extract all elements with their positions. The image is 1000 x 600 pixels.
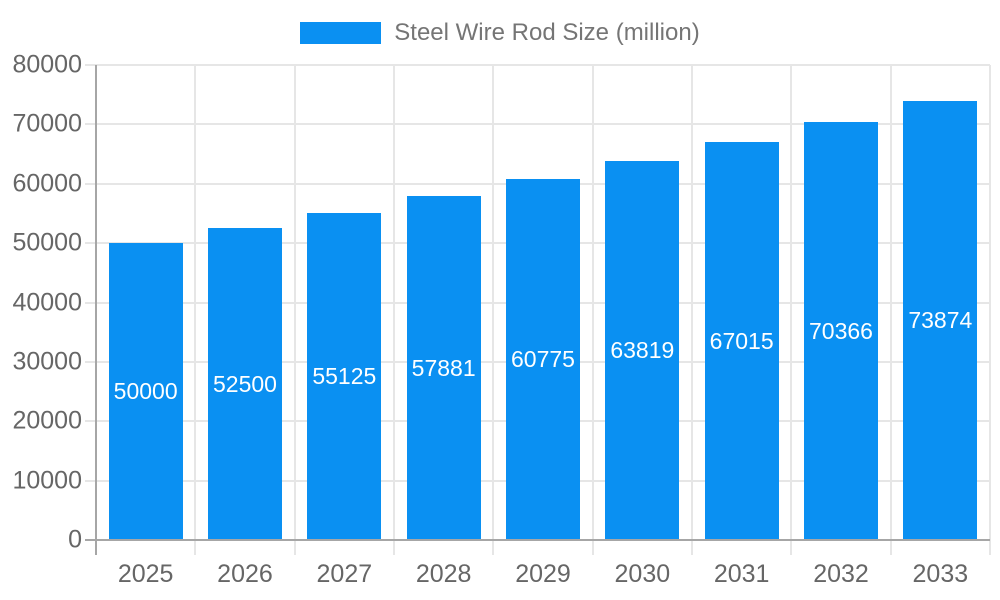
vertical-gridline (293, 65, 296, 555)
y-tick-label: 70000 (12, 109, 82, 138)
y-tick-label: 20000 (12, 406, 82, 435)
y-tick-label: 40000 (12, 288, 82, 316)
horizontal-gridline (85, 64, 990, 66)
bar-value-label: 55125 (312, 362, 377, 389)
bar-2026[interactable]: 52500 (207, 228, 282, 540)
x-tick-label: 2028 (415, 560, 472, 588)
y-axis-line (95, 65, 97, 555)
x-tick-label: 2026 (217, 560, 273, 588)
bar-2032[interactable]: 70366 (804, 122, 878, 540)
x-tick-label: 2029 (515, 560, 571, 588)
x-tick-label: 2025 (117, 560, 174, 588)
vertical-gridline (989, 65, 991, 555)
plot-area: 50000 52500 55125 57881 60775 63819 67015 70366… (85, 64, 991, 555)
bar-value-label: 50000 (113, 378, 178, 405)
bar-2031[interactable]: 67015 (704, 142, 779, 540)
legend: Steel Wire Rod Size (million) (0, 19, 1000, 46)
x-axis-labels: 2025 2026 2027 2028 2029 2030 2031 2032 2033 (96, 560, 990, 590)
vertical-gridline (690, 65, 693, 555)
bar-value-label: 73874 (908, 307, 973, 334)
x-tick-label: 2032 (813, 560, 869, 588)
vertical-gridline (392, 65, 395, 555)
y-tick-label: 50000 (12, 228, 82, 257)
vertical-gridline (790, 65, 793, 555)
vertical-gridline (889, 65, 892, 555)
bar-2027[interactable]: 55125 (307, 212, 382, 540)
x-axis-baseline (85, 539, 990, 541)
x-tick-label: 2031 (713, 560, 770, 588)
vertical-gridline (591, 65, 594, 555)
bar-2029[interactable]: 60775 (506, 179, 580, 540)
bar-2033[interactable]: 73874 (903, 101, 978, 540)
vertical-gridline (492, 65, 495, 555)
bar-2030[interactable]: 63819 (605, 161, 680, 540)
bar-value-label: 60775 (511, 346, 575, 373)
x-tick-label: 2030 (614, 560, 671, 588)
y-tick-label: 30000 (12, 347, 82, 376)
bar-value-label: 52500 (213, 370, 277, 397)
legend-label: Steel Wire Rod Size (million) (394, 19, 700, 46)
x-tick-label: 2027 (316, 560, 373, 588)
bar-value-label: 63819 (610, 337, 675, 364)
x-tick-label: 2033 (912, 560, 969, 588)
legend-swatch-icon (300, 22, 382, 44)
horizontal-gridline (85, 123, 990, 126)
bar-value-label: 67015 (709, 327, 774, 354)
y-tick-label: 80000 (12, 50, 82, 79)
y-tick-label: 60000 (12, 169, 82, 198)
y-tick-label: 10000 (12, 466, 82, 495)
bar-2025[interactable]: 50000 (108, 243, 183, 540)
vertical-gridline (194, 65, 197, 555)
bar-2028[interactable]: 57881 (406, 196, 481, 540)
y-axis-labels: 0 10000 20000 30000 40000 50000 60000 70000 8000… (0, 51, 82, 554)
bar-value-label: 57881 (411, 354, 476, 381)
y-tick-label: 0 (68, 525, 82, 554)
bar-value-label: 70366 (809, 317, 873, 344)
